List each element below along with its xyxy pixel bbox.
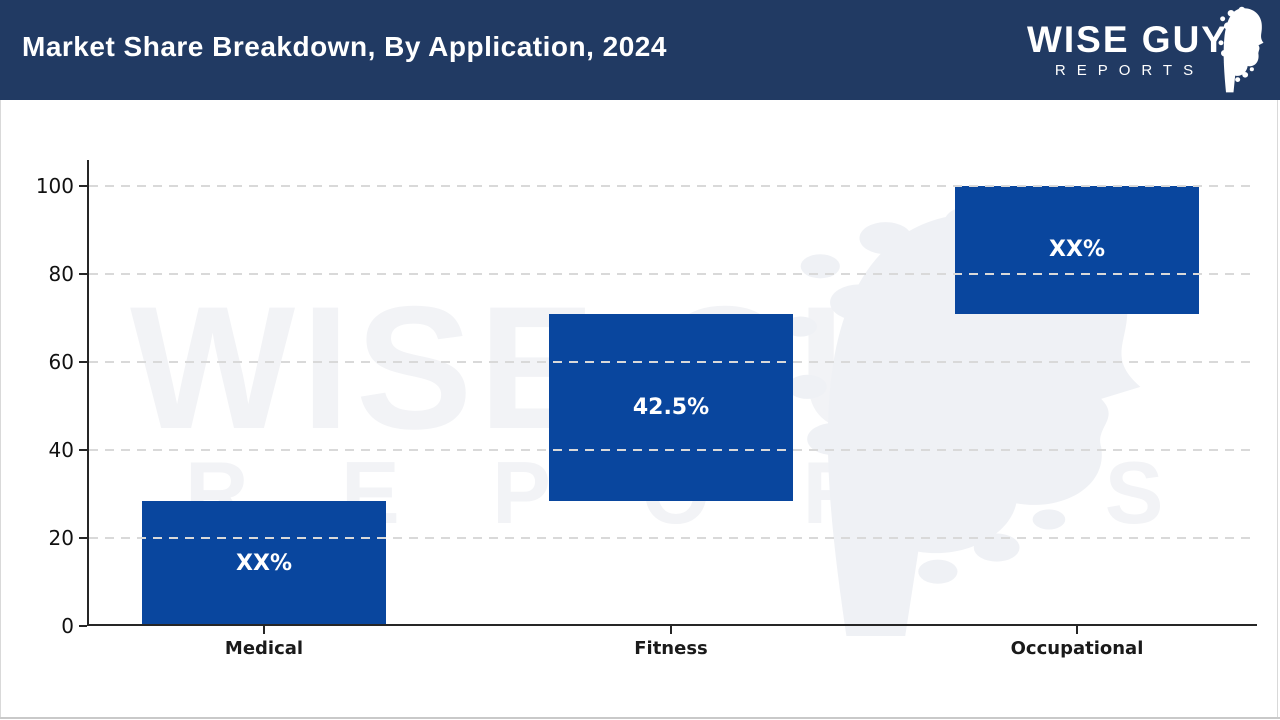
gridline-60 bbox=[89, 361, 1256, 363]
card-right-border bbox=[1277, 100, 1278, 718]
x-tick-mark-medical bbox=[263, 626, 265, 634]
y-tick-mark-80 bbox=[79, 273, 87, 275]
y-axis-line bbox=[87, 160, 89, 626]
bar-fitness: 42.5% bbox=[549, 313, 793, 501]
y-tick-mark-100 bbox=[79, 185, 87, 187]
bar-value-label-fitness: 42.5% bbox=[632, 394, 710, 420]
y-tick-label-100: 100 bbox=[35, 174, 74, 198]
y-tick-label-0: 0 bbox=[61, 614, 74, 638]
y-tick-label-60: 60 bbox=[48, 350, 74, 374]
logo-text: WISE GUY REPORTS bbox=[1026, 19, 1228, 79]
bar-value-label-occupational: XX% bbox=[1049, 237, 1105, 263]
gridline-40 bbox=[89, 449, 1256, 451]
logo-subtitle: REPORTS bbox=[1054, 61, 1205, 79]
x-tick-label-fitness: Fitness bbox=[634, 638, 708, 659]
bar-value-label-medical: XX% bbox=[236, 550, 292, 576]
y-tick-label-20: 20 bbox=[48, 526, 74, 550]
bar-medical: XX% bbox=[142, 500, 386, 626]
page-title: Market Share Breakdown, By Application, … bbox=[22, 31, 667, 62]
y-tick-mark-20 bbox=[79, 537, 87, 539]
x-tick-mark-fitness bbox=[670, 626, 672, 634]
x-tick-label-occupational: Occupational bbox=[1010, 638, 1144, 659]
card-left-border bbox=[0, 100, 1, 718]
gridline-80 bbox=[89, 273, 1256, 275]
x-tick-mark-occupational bbox=[1076, 626, 1078, 634]
y-tick-label-40: 40 bbox=[48, 438, 74, 462]
bar-occupational: XX% bbox=[955, 186, 1199, 314]
y-tick-label-80: 80 bbox=[48, 262, 74, 286]
y-tick-mark-40 bbox=[79, 449, 87, 451]
x-tick-label-medical: Medical bbox=[224, 638, 304, 659]
gridline-100 bbox=[89, 185, 1256, 187]
y-tick-mark-0 bbox=[79, 625, 87, 627]
logo: WISE GUY REPORTS bbox=[1027, 6, 1266, 94]
logo-face-icon bbox=[1218, 6, 1264, 93]
logo-wordmark: WISE GUY bbox=[1026, 19, 1228, 61]
gridline-20 bbox=[89, 537, 1256, 539]
header: Market Share Breakdown, By Application, … bbox=[0, 0, 1280, 100]
y-tick-mark-60 bbox=[79, 361, 87, 363]
x-axis-line bbox=[88, 624, 1257, 626]
card-bottom-border bbox=[0, 717, 1280, 719]
